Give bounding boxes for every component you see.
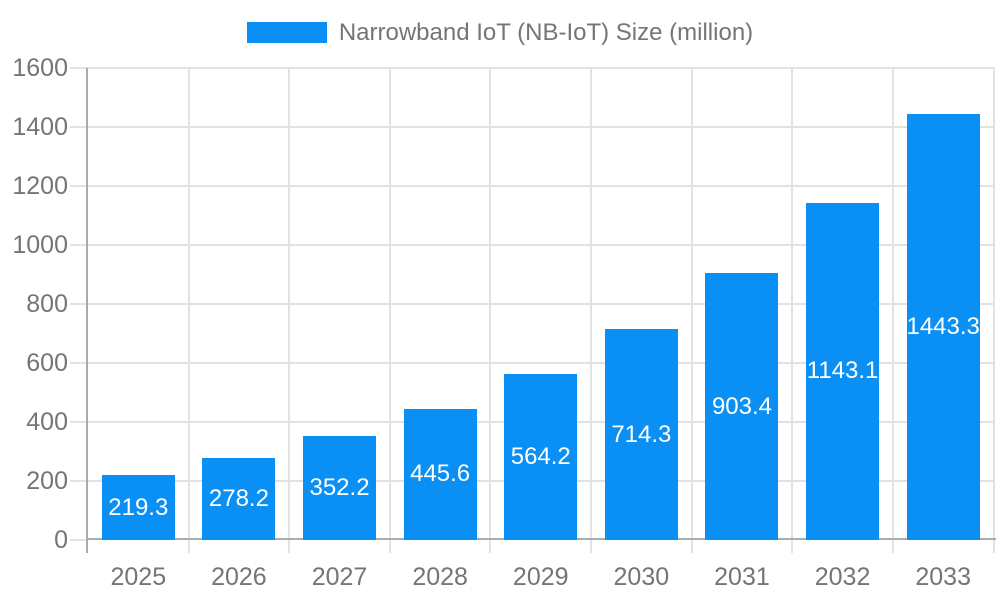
bar[interactable]: 1143.1 [806, 202, 880, 540]
bar[interactable]: 1443.3 [906, 114, 980, 540]
bar-value-label: 564.2 [510, 442, 571, 470]
y-axis-tick [70, 303, 88, 305]
legend-label: Narrowband IoT (NB-IoT) Size (million) [338, 18, 754, 46]
bar-value-label: 903.4 [711, 392, 772, 420]
bar-value-label: 714.3 [611, 420, 672, 448]
x-tick-label: 2028 [412, 563, 468, 591]
bar-value-label: 219.3 [108, 493, 169, 521]
gridline-horizontal [88, 362, 994, 364]
gridline-vertical [288, 68, 291, 540]
bar[interactable]: 714.3 [604, 329, 678, 540]
bar[interactable]: 564.2 [504, 373, 578, 540]
y-tick-label: 400 [26, 408, 68, 436]
y-axis-tick [70, 421, 88, 423]
y-tick-label: 1200 [12, 172, 68, 200]
gridline-vertical [891, 68, 894, 540]
y-tick-label: 800 [26, 290, 68, 318]
gridline-horizontal [88, 126, 994, 128]
y-tick-label: 200 [26, 467, 68, 495]
y-axis-tick [70, 185, 88, 187]
y-axis-tick [70, 244, 88, 246]
y-tick-label: 1400 [12, 113, 68, 141]
bar-value-label: 352.2 [309, 474, 370, 502]
gridline-vertical [992, 68, 995, 540]
x-tick-label: 2030 [613, 563, 670, 591]
x-axis-tick [590, 540, 593, 553]
gridline-horizontal [88, 303, 994, 305]
bar-value-label: 278.2 [208, 484, 269, 512]
y-axis-line [86, 68, 88, 553]
x-axis-tick [690, 540, 693, 553]
y-axis-tick [70, 539, 88, 541]
bar[interactable]: 278.2 [202, 457, 276, 540]
x-axis-tick [992, 540, 995, 553]
x-axis-tick [187, 540, 190, 553]
x-axis-tick [489, 540, 492, 553]
y-axis-tick [70, 480, 88, 482]
bar[interactable]: 219.3 [101, 475, 175, 540]
gridline-vertical [690, 68, 693, 540]
y-axis-tick [70, 362, 88, 364]
gridline-vertical [187, 68, 190, 540]
x-tick-label: 2027 [311, 563, 368, 591]
bar[interactable]: 445.6 [403, 408, 477, 540]
chart-legend-item[interactable]: Narrowband IoT (NB-IoT) Size (million) [0, 19, 1000, 46]
x-tick-label: 2031 [714, 563, 770, 591]
bar[interactable]: 903.4 [705, 273, 779, 540]
x-tick-label: 2033 [915, 563, 971, 591]
bar-value-label: 1143.1 [806, 357, 879, 385]
y-tick-label: 1000 [12, 231, 68, 259]
x-tick-label: 2026 [211, 563, 267, 591]
x-axis-tick [288, 540, 291, 553]
x-axis-tick [891, 540, 894, 553]
x-axis-tick [388, 540, 391, 553]
legend-swatch [246, 22, 327, 43]
gridline-vertical [388, 68, 391, 540]
bar-value-label: 1443.3 [906, 313, 980, 341]
y-tick-label: 1600 [12, 54, 68, 82]
gridline-vertical [489, 68, 492, 540]
y-axis-tick [70, 67, 88, 69]
gridline-horizontal [88, 67, 994, 69]
bar[interactable]: 352.2 [303, 436, 377, 540]
y-tick-label: 600 [26, 349, 68, 377]
x-tick-label: 2025 [110, 563, 167, 591]
gridline-horizontal [88, 244, 994, 246]
y-tick-label: 0 [54, 526, 68, 554]
x-tick-label: 2032 [814, 563, 871, 591]
x-axis-tick [791, 540, 794, 553]
y-axis-tick [70, 126, 88, 128]
gridline-vertical [590, 68, 593, 540]
x-tick-label: 2029 [512, 563, 569, 591]
gridline-horizontal [88, 185, 994, 187]
bar-value-label: 445.6 [410, 460, 471, 488]
gridline-vertical [791, 68, 794, 540]
